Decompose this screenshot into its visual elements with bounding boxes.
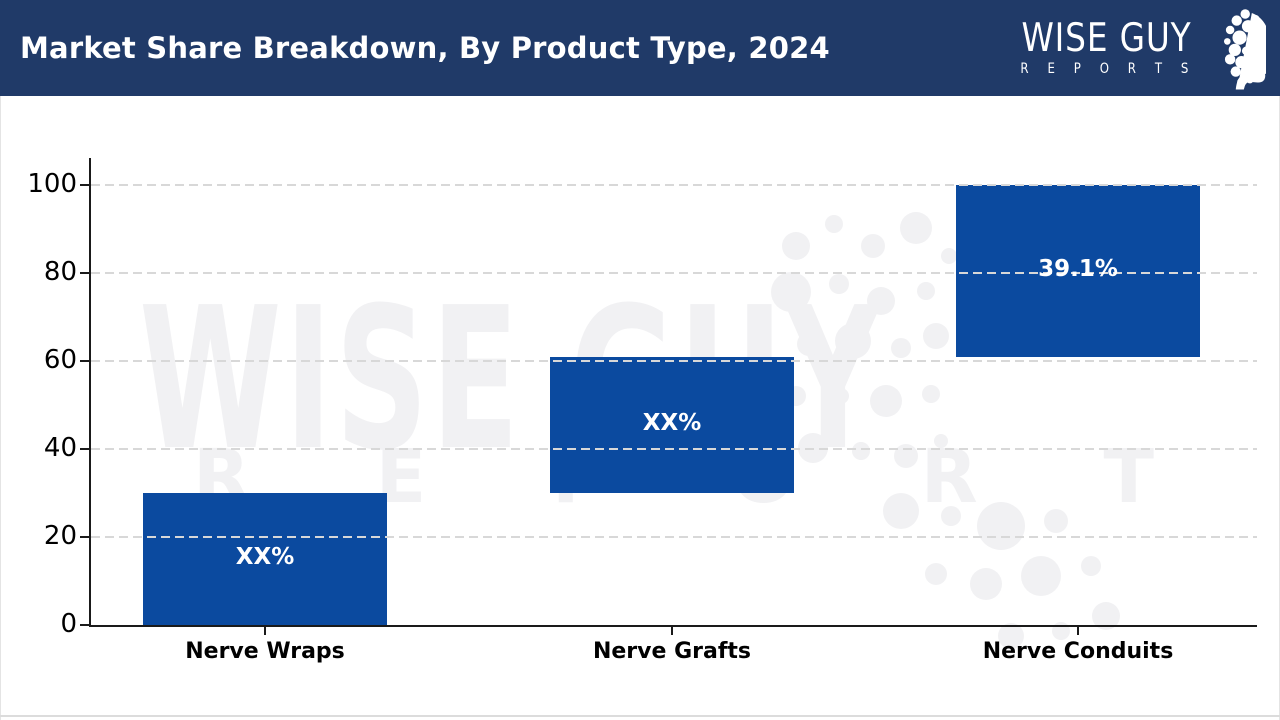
bar-value-label: 39.1% bbox=[1038, 256, 1118, 283]
bar-nerve-wraps bbox=[143, 493, 387, 625]
bar-value-label: XX% bbox=[235, 544, 295, 570]
brand-logo: WISE GUY R E P O R T S bbox=[983, 6, 1266, 90]
bar-nerve-conduits bbox=[956, 185, 1200, 358]
gridline-20 bbox=[91, 536, 1257, 538]
page-title: Market Share Breakdown, By Product Type,… bbox=[20, 31, 830, 65]
category-label: Nerve Conduits bbox=[982, 639, 1174, 664]
y-tick-mark bbox=[80, 624, 89, 626]
chart-area: WISE GUY R E P O R T S bbox=[0, 96, 1280, 720]
x-axis-line bbox=[89, 625, 1257, 627]
x-tick-mark bbox=[671, 627, 673, 635]
x-tick-mark bbox=[264, 627, 266, 635]
y-tick-label: 0 bbox=[60, 609, 77, 639]
bar-value-label: XX% bbox=[642, 410, 702, 437]
header-band: Market Share Breakdown, By Product Type,… bbox=[0, 0, 1280, 96]
y-tick-label: 100 bbox=[27, 169, 77, 199]
y-tick-label: 40 bbox=[43, 433, 77, 463]
brand-wordmark: WISE GUY bbox=[1021, 16, 1192, 61]
gridline-100 bbox=[91, 184, 1257, 186]
watermark-head-dots bbox=[771, 212, 1120, 649]
y-tick-label: 60 bbox=[43, 345, 77, 375]
brand-head-icon bbox=[1223, 9, 1266, 90]
bottom-rule bbox=[0, 715, 1280, 717]
category-label: Nerve Wraps bbox=[185, 639, 345, 664]
bar-nerve-grafts bbox=[550, 357, 794, 493]
y-tick-label: 80 bbox=[43, 257, 77, 287]
y-tick-mark bbox=[80, 272, 89, 274]
x-tick-mark bbox=[1077, 627, 1079, 635]
gridline-40 bbox=[91, 448, 1257, 450]
brand-tagline: R E P O R T S bbox=[1020, 61, 1196, 77]
y-tick-mark bbox=[80, 360, 89, 362]
y-axis-line bbox=[89, 158, 91, 627]
y-tick-mark bbox=[80, 184, 89, 186]
y-tick-label: 20 bbox=[43, 521, 77, 551]
gridline-60 bbox=[91, 360, 1257, 362]
y-tick-mark bbox=[80, 536, 89, 538]
y-tick-mark bbox=[80, 448, 89, 450]
category-label: Nerve Grafts bbox=[592, 639, 752, 664]
gridline-80 bbox=[91, 272, 1257, 274]
brand-logo-text: WISE GUY R E P O R T S bbox=[1017, 19, 1196, 77]
